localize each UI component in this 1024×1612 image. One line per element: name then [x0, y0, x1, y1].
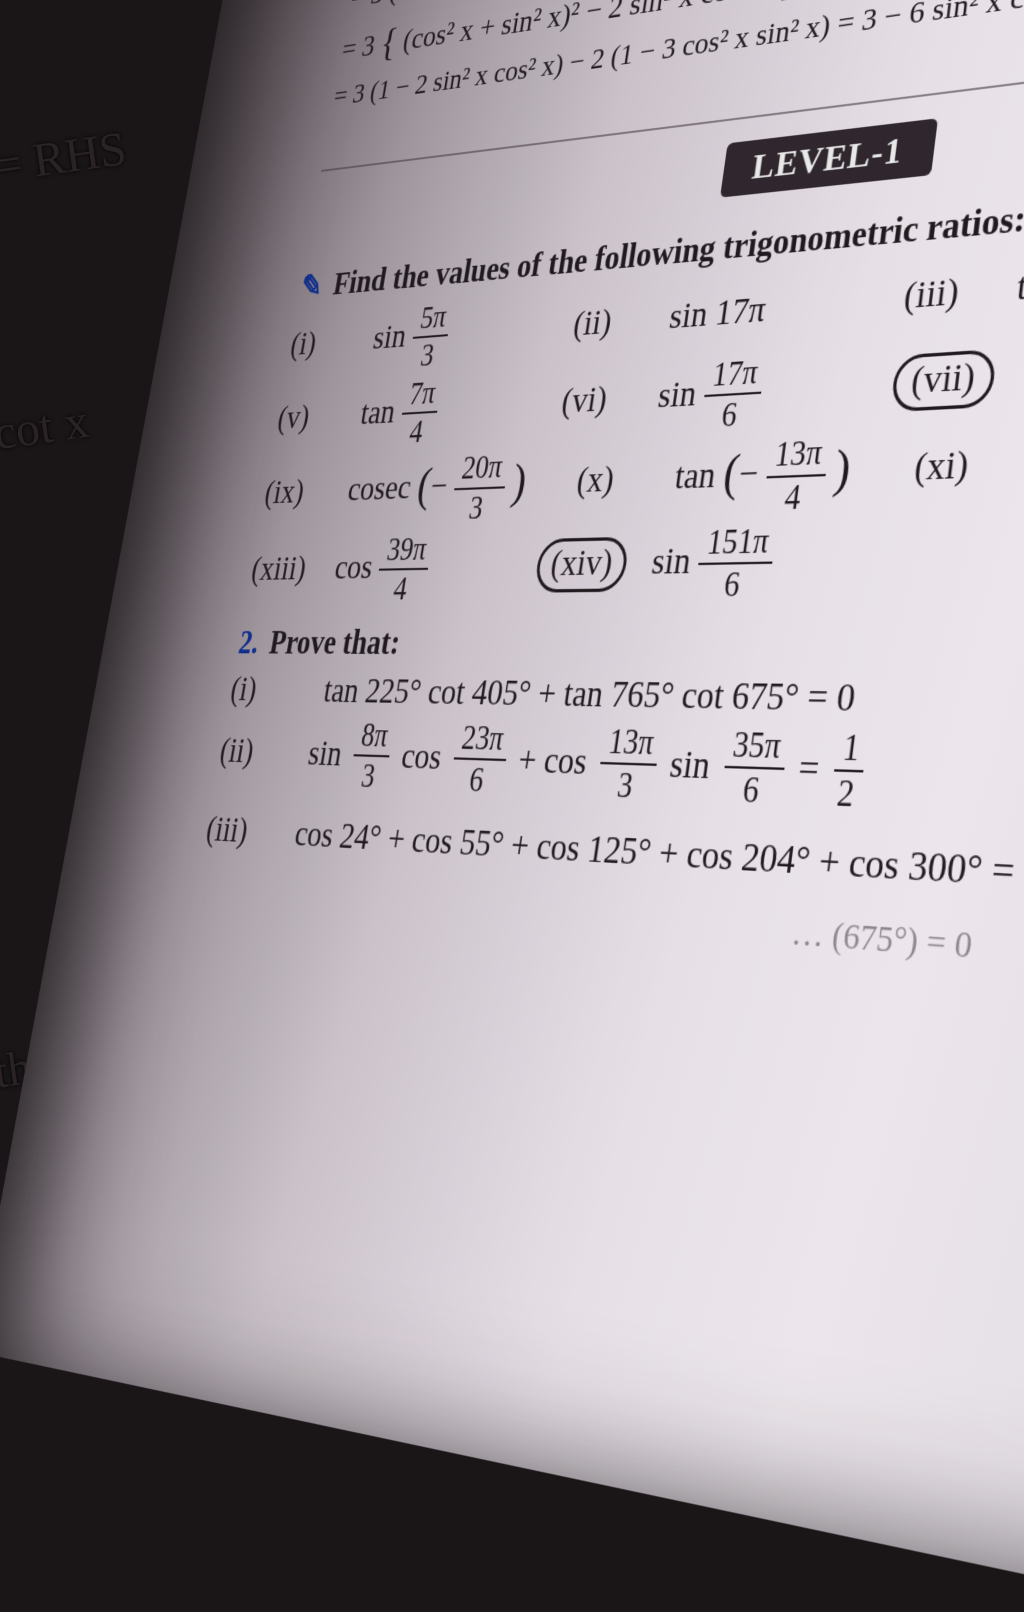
- num: 23π: [454, 720, 512, 761]
- sin2: sin: [667, 743, 713, 788]
- q1-v: (v) tan 7π4: [272, 372, 514, 456]
- rn: (iii): [203, 810, 287, 854]
- rn: (i): [228, 670, 311, 710]
- level-badge: LEVEL-1: [720, 118, 938, 197]
- den: 4: [396, 413, 437, 450]
- den: 4: [373, 570, 428, 606]
- rn: (v): [275, 396, 357, 438]
- deriv-2a: = 3: [340, 28, 378, 66]
- q1-x: (x) tan (− 13π4 ): [571, 434, 856, 522]
- paren-r: ): [831, 439, 854, 498]
- den: 6: [448, 759, 506, 799]
- den: 3: [407, 336, 448, 373]
- sin: sin: [305, 734, 345, 775]
- q2-number: 2.: [236, 625, 262, 662]
- rn: (ix): [262, 472, 345, 513]
- fn: cosec: [345, 469, 414, 509]
- num: 20π: [454, 450, 510, 490]
- fn: tan: [1015, 262, 1024, 308]
- num: 5π: [412, 300, 453, 339]
- q1-vi: (vi) sin 17π6: [556, 350, 836, 442]
- den: 6: [693, 564, 772, 604]
- margin-rhs: = RHS: [0, 121, 130, 194]
- q2-lead-text: Prove that:: [267, 624, 403, 662]
- num: 13π: [766, 435, 830, 478]
- rn: (ii): [571, 298, 665, 345]
- q2-lead: 2. Prove that:: [236, 620, 1024, 672]
- q1-ix: (ix) cosec (− 20π3 ): [259, 449, 529, 531]
- q1-xiv: (xiv) sin 151π6: [531, 522, 813, 605]
- q2-i-expr: tan 225° cot 405° + tan 765° cot 675° = …: [321, 671, 858, 721]
- brace-left: {: [377, 19, 401, 65]
- q1-xiii: (xiii) cos 39π4: [246, 530, 490, 606]
- den: 3: [594, 764, 656, 805]
- rn: (vii): [909, 356, 978, 403]
- fn: tan: [672, 455, 718, 497]
- num: 39π: [379, 532, 434, 571]
- eq: =: [796, 747, 822, 793]
- fn: tan: [358, 393, 398, 432]
- den: 3: [448, 488, 504, 525]
- q1-xi: (xi) cos 19π4: [909, 415, 1024, 512]
- den: 2: [829, 772, 864, 814]
- num: 17π: [704, 355, 766, 398]
- den: 3: [347, 756, 389, 794]
- rn: (xiv): [548, 542, 615, 584]
- q1-ii: (ii) sin 17π: [571, 283, 845, 345]
- num: 8π: [353, 718, 396, 757]
- rn: (xiii): [249, 549, 332, 589]
- num: 151π: [699, 523, 778, 565]
- num: 7π: [401, 376, 443, 415]
- page-cutoff-text: … (675°) = 0: [789, 909, 1024, 1024]
- rn: (x): [574, 458, 670, 503]
- den: 6: [699, 394, 761, 434]
- rn: (i): [288, 321, 370, 364]
- page-viewport: = RHS cot x that y i.e. = 3 (cos⁴ x + si…: [0, 0, 1024, 1612]
- brace-right: }: [777, 0, 804, 5]
- fn: sin: [649, 540, 693, 582]
- rn: (iii): [902, 267, 1011, 318]
- fn: sin: [656, 374, 699, 416]
- paren-r: ): [509, 454, 531, 508]
- q1-i: (i) sin 5π3: [285, 294, 527, 382]
- rn: (vi): [559, 377, 653, 422]
- num: 13π: [600, 723, 662, 766]
- cos: cos: [398, 736, 444, 778]
- q1-number-icon: ✎: [298, 269, 325, 305]
- num: 35π: [724, 726, 789, 770]
- rn: (ii): [217, 732, 301, 774]
- fn: sin 17π: [667, 290, 768, 337]
- den: 4: [761, 476, 825, 517]
- book-page: = 3 (cos⁴ x + sin⁴ x) − 2 (cos⁶ x + sin⁶…: [0, 0, 1024, 1612]
- fn: cos: [332, 548, 376, 587]
- den: 6: [719, 768, 784, 811]
- rn: (xi): [912, 442, 1023, 491]
- num: 1: [834, 728, 869, 772]
- q1-vii: (vii) cos 19π6: [888, 324, 1024, 425]
- margin-cotx: cot x: [0, 394, 92, 462]
- fn: sin: [371, 318, 409, 357]
- q2-iii-expr: cos 24° + cos 55° + cos 125° + cos 204° …: [292, 814, 1017, 897]
- plus-cos: + cos: [516, 739, 590, 784]
